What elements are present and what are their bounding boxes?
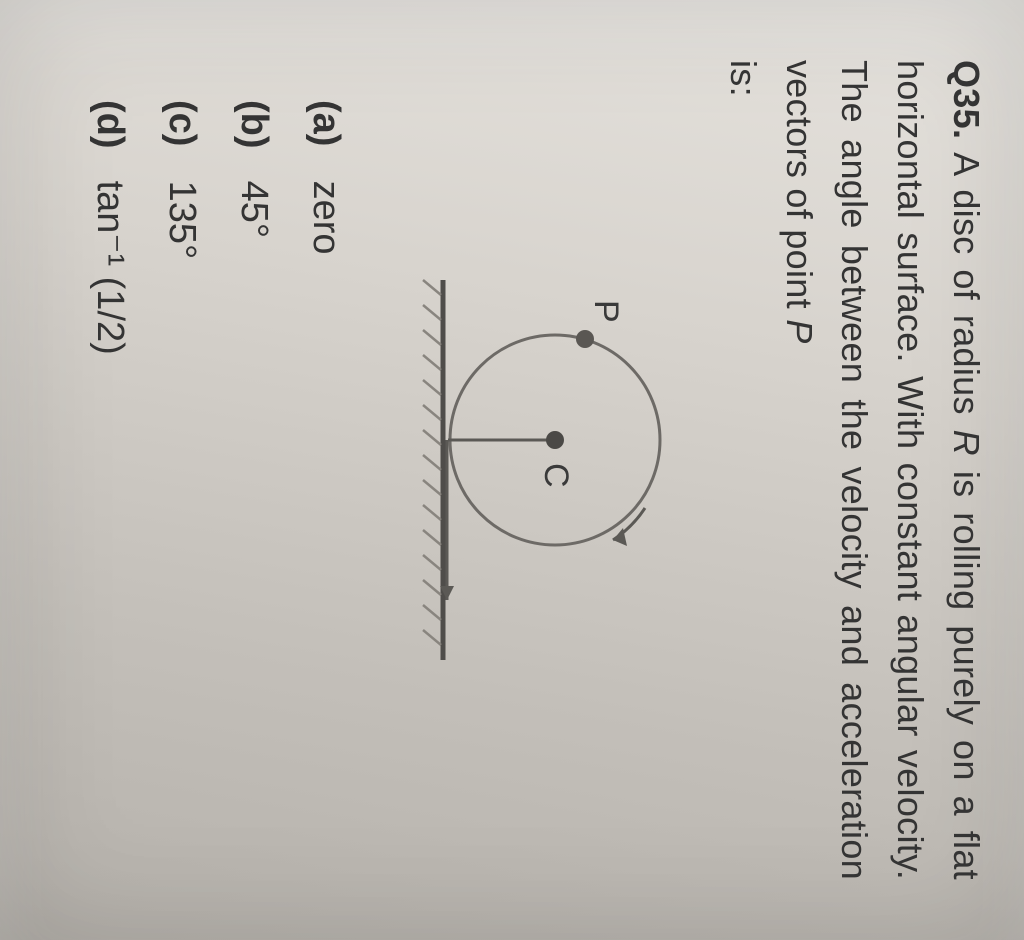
option-c-label: (c) <box>163 100 201 170</box>
center-label: C <box>537 463 575 488</box>
option-d-text: tan⁻¹ (1/2) <box>89 181 131 355</box>
option-a-label: (a) <box>307 100 345 170</box>
q-var-p: P <box>779 319 820 343</box>
option-d-label: (d) <box>91 100 129 170</box>
q-var-r: R <box>946 430 987 456</box>
ground-hatch <box>423 280 441 645</box>
option-a: (a) zero <box>307 100 345 880</box>
option-b: (b) 45° <box>235 100 273 880</box>
q-part-1: A disc of radius <box>946 152 987 430</box>
option-a-text: zero <box>305 181 347 255</box>
diagram-container: C P <box>385 60 685 880</box>
q-part-3: is: <box>723 60 764 97</box>
question-number: Q35. <box>946 60 987 139</box>
point-p-dot <box>576 330 594 348</box>
option-c: (c) 135° <box>163 100 201 880</box>
answer-options: (a) zero (b) 45° (c) 135° (d) tan⁻¹ (1/2… <box>91 60 345 880</box>
option-d: (d) tan⁻¹ (1/2) <box>91 100 129 880</box>
point-p-label: P <box>587 300 625 323</box>
option-b-label: (b) <box>235 100 273 170</box>
center-dot <box>546 431 564 449</box>
rolling-disc-diagram: C P <box>385 270 685 670</box>
option-c-text: 135° <box>161 181 203 260</box>
printed-page: Q35. A disc of radius R is rolling purel… <box>0 0 1024 940</box>
option-b-text: 45° <box>233 181 275 238</box>
question-text: Q35. A disc of radius R is rolling purel… <box>715 60 994 880</box>
